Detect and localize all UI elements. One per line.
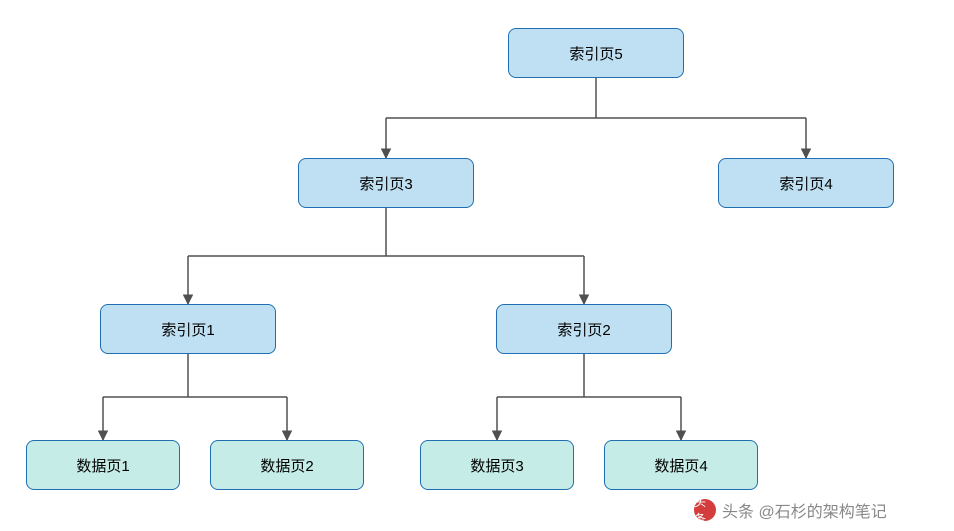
data-node-d4: 数据页4	[604, 440, 758, 490]
data-node-d3: 数据页3	[420, 440, 574, 490]
data-node-d2: 数据页2	[210, 440, 364, 490]
index-node-idx5: 索引页5	[508, 28, 684, 78]
index-node-idx3: 索引页3	[298, 158, 474, 208]
watermark-text: 头条 @石杉的架构笔记	[722, 498, 887, 522]
index-node-idx4: 索引页4	[718, 158, 894, 208]
index-node-idx1: 索引页1	[100, 304, 276, 354]
watermark: 头条 头条 @石杉的架构笔记	[694, 498, 887, 522]
index-node-idx2: 索引页2	[496, 304, 672, 354]
toutiao-icon: 头条	[694, 499, 716, 521]
data-node-d1: 数据页1	[26, 440, 180, 490]
